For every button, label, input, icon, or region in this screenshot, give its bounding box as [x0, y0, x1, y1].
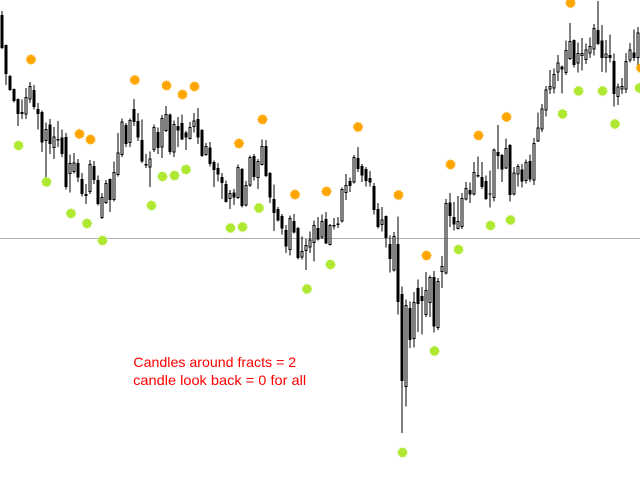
svg-text:Candles around fracts = 2: Candles around fracts = 2 — [133, 354, 296, 370]
svg-text:candle look back = 0 for all: candle look back = 0 for all — [133, 372, 306, 388]
